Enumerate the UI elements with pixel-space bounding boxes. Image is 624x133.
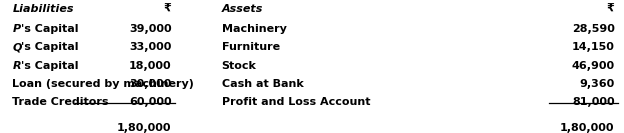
- Text: Liabilities: Liabilities: [12, 4, 74, 14]
- Text: 33,000: 33,000: [129, 42, 172, 52]
- Text: Stock: Stock: [222, 61, 256, 71]
- Text: 9,360: 9,360: [580, 79, 615, 89]
- Text: 30,000: 30,000: [129, 79, 172, 89]
- Text: 's Capital: 's Capital: [21, 61, 78, 71]
- Text: Q: Q: [12, 42, 22, 52]
- Text: 28,590: 28,590: [572, 24, 615, 34]
- Text: 's Capital: 's Capital: [21, 42, 78, 52]
- Text: Cash at Bank: Cash at Bank: [222, 79, 303, 89]
- Text: 60,000: 60,000: [129, 97, 172, 107]
- Text: P: P: [12, 24, 21, 34]
- Text: 18,000: 18,000: [129, 61, 172, 71]
- Text: ₹: ₹: [607, 4, 615, 14]
- Text: 81,000: 81,000: [572, 97, 615, 107]
- Text: 1,80,000: 1,80,000: [560, 123, 615, 133]
- Text: Assets: Assets: [222, 4, 263, 14]
- Text: R: R: [12, 61, 21, 71]
- Text: Loan (secured by machinery): Loan (secured by machinery): [12, 79, 194, 89]
- Text: Trade Creditors: Trade Creditors: [12, 97, 109, 107]
- Text: Furniture: Furniture: [222, 42, 280, 52]
- Text: 46,900: 46,900: [572, 61, 615, 71]
- Text: Profit and Loss Account: Profit and Loss Account: [222, 97, 370, 107]
- Text: 1,80,000: 1,80,000: [117, 123, 172, 133]
- Text: 's Capital: 's Capital: [21, 24, 78, 34]
- Text: Machinery: Machinery: [222, 24, 286, 34]
- Text: 14,150: 14,150: [572, 42, 615, 52]
- Text: ₹: ₹: [164, 4, 172, 14]
- Text: 39,000: 39,000: [129, 24, 172, 34]
